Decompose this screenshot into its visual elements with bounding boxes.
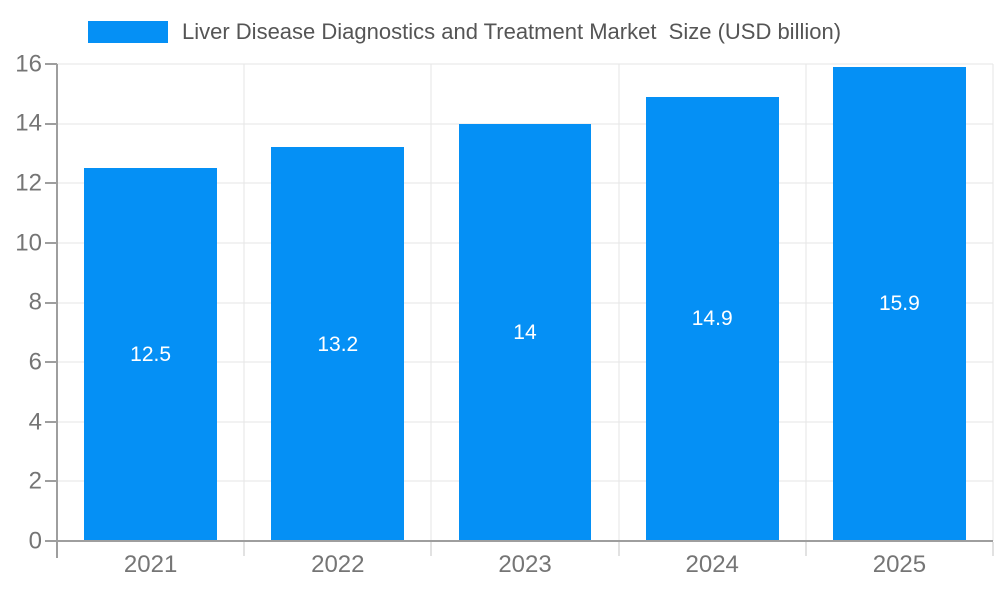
y-tick-label: 2 xyxy=(28,467,42,495)
legend: Liver Disease Diagnostics and Treatment … xyxy=(88,21,841,43)
legend-label: Liver Disease Diagnostics and Treatment … xyxy=(182,19,842,44)
gridline-vertical xyxy=(618,64,620,541)
y-axis-line xyxy=(56,64,58,558)
y-tick-label: 12 xyxy=(15,169,42,197)
bar-2024[interactable]: 14.9 xyxy=(645,96,779,541)
x-axis-labels: 2021 2022 2023 2024 2025 xyxy=(57,551,993,578)
y-tick-mark xyxy=(45,182,57,185)
x-tick-label-2024: 2024 xyxy=(685,551,739,578)
gridline-vertical xyxy=(243,64,245,541)
gridline-vertical xyxy=(430,64,432,541)
x-tick-mark xyxy=(430,542,432,556)
y-tick-label: 8 xyxy=(28,288,42,316)
y-tick-mark xyxy=(45,241,57,244)
x-tick-label-2025: 2025 xyxy=(872,551,927,578)
x-tick-label-2022: 2022 xyxy=(311,551,365,578)
gridline-vertical xyxy=(992,64,994,541)
x-tick-label-2023: 2023 xyxy=(498,551,552,578)
plot-area: 12.5 13.2 14 14.9 15.9 xyxy=(57,63,994,541)
x-axis-ticks xyxy=(57,542,994,556)
legend-swatch xyxy=(88,21,168,43)
x-tick-mark xyxy=(618,542,620,556)
x-tick-label-2021: 2021 xyxy=(123,551,178,578)
y-tick-mark xyxy=(45,480,57,483)
bar-2022[interactable]: 13.2 xyxy=(271,147,405,541)
gridline-horizontal xyxy=(57,63,993,65)
y-tick-label: 10 xyxy=(15,229,42,257)
y-tick-label: 16 xyxy=(15,50,42,78)
y-tick-label: 4 xyxy=(28,408,42,436)
bar-value-label: 14.9 xyxy=(691,307,733,331)
y-tick-mark xyxy=(45,301,57,304)
y-tick-mark xyxy=(45,122,57,125)
x-axis-line xyxy=(57,540,993,542)
bar-value-label: 15.9 xyxy=(878,292,920,316)
bar-2021[interactable]: 12.5 xyxy=(84,168,218,541)
y-tick-mark xyxy=(45,540,57,542)
bar-value-label: 14 xyxy=(513,320,537,344)
bar-value-label: 12.5 xyxy=(130,343,172,367)
y-axis-labels: 0 2 4 6 8 10 12 14 16 xyxy=(0,52,42,553)
y-tick-mark xyxy=(45,420,57,423)
y-tick-label: 0 xyxy=(28,527,42,555)
y-tick-label: 14 xyxy=(15,110,42,138)
x-tick-mark xyxy=(805,542,807,556)
x-tick-mark xyxy=(992,542,994,556)
y-tick-mark xyxy=(45,63,57,65)
y-tick-label: 6 xyxy=(28,348,42,376)
y-tick-mark xyxy=(45,361,57,364)
bar-2023[interactable]: 14 xyxy=(458,123,592,541)
bar-value-label: 13.2 xyxy=(317,332,359,356)
bar-2025[interactable]: 15.9 xyxy=(832,66,966,541)
gridline-vertical xyxy=(805,64,807,541)
y-axis-ticks xyxy=(45,63,57,542)
x-tick-mark xyxy=(243,542,245,556)
